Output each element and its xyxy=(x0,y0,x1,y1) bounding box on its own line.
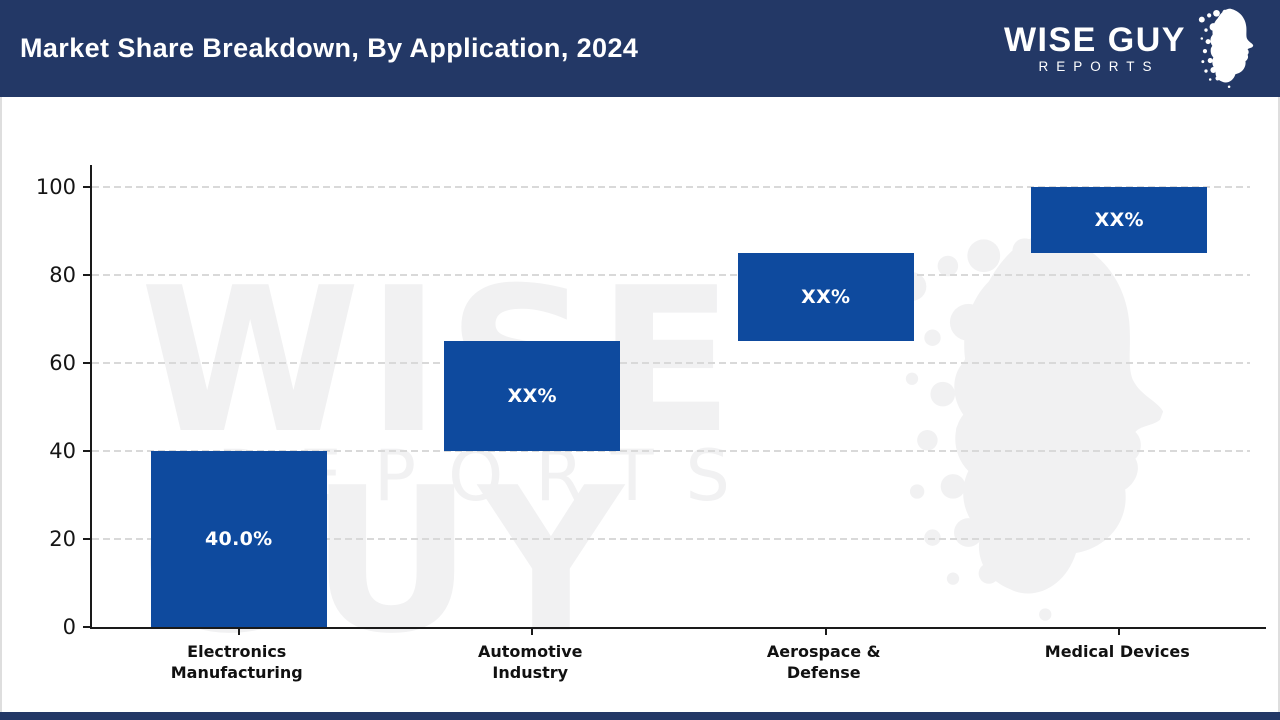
y-tick-mark-100 xyxy=(83,186,90,188)
gridline-60 xyxy=(92,362,1250,364)
brand-logo: WISE GUY REPORTS xyxy=(1004,6,1266,91)
bar-value-label: 40.0% xyxy=(205,528,273,550)
y-tick-mark-80 xyxy=(83,274,90,276)
x-tick-mark-automotive-industry xyxy=(531,627,534,635)
bar-aerospace-defense: XX% xyxy=(737,253,914,341)
bar-value-label: XX% xyxy=(507,385,557,407)
bar-electronics-manufacturing: 40.0% xyxy=(150,451,327,627)
brand-subtitle: REPORTS xyxy=(1038,59,1160,74)
gridline-20 xyxy=(92,538,1250,540)
bar-value-label: XX% xyxy=(1094,209,1144,231)
bar-automotive-industry: XX% xyxy=(444,341,621,451)
brand-name: WISE GUY xyxy=(1003,21,1186,59)
y-tick-mark-20 xyxy=(83,538,90,540)
footer-bar xyxy=(0,712,1280,720)
y-tick-label-100: 100 xyxy=(35,175,76,199)
plot-scale: 0 20 40 60 80 100 40.0% XX% XX% XX% xyxy=(36,175,1266,639)
x-category-label-medical-devices: Medical Devices xyxy=(1044,642,1190,661)
brand-face-icon xyxy=(1198,8,1254,88)
x-tick-mark-aerospace-defense xyxy=(824,627,827,635)
y-tick-label-80: 80 xyxy=(49,263,76,287)
y-tick-label-0: 0 xyxy=(62,615,76,639)
gridline-40 xyxy=(92,450,1250,452)
x-category-label-electronics-manufacturing: Electronics Manufacturing xyxy=(170,642,303,682)
x-category-label-automotive-industry: Automotive Industry xyxy=(478,642,583,682)
x-tick-mark-medical-devices xyxy=(1118,627,1121,635)
y-tick-mark-60 xyxy=(83,362,90,364)
bar-value-label: XX% xyxy=(801,286,851,308)
y-tick-mark-40 xyxy=(83,450,90,452)
x-axis-labels: Electronics Manufacturing Automotive Indu… xyxy=(90,641,1264,701)
page-title: Market Share Breakdown, By Application, … xyxy=(20,33,639,63)
brand-wordmark: WISE GUY REPORTS xyxy=(1004,22,1186,75)
chart-canvas: WISE GUY REPORTS 0 20 40 60 80 100 40.0% XX% XX%… xyxy=(0,97,1280,712)
x-category-label-aerospace-defense: Aerospace & Defense xyxy=(766,642,881,682)
bar-medical-devices: XX% xyxy=(1031,187,1208,253)
y-tick-label-40: 40 xyxy=(49,439,76,463)
gridline-80 xyxy=(92,274,1250,276)
y-tick-mark-0 xyxy=(83,626,90,628)
y-tick-label-60: 60 xyxy=(49,351,76,375)
gridline-100 xyxy=(92,186,1250,188)
plot-area: 0 20 40 60 80 100 40.0% XX% XX% XX% xyxy=(36,165,1266,639)
y-tick-label-20: 20 xyxy=(49,527,76,551)
x-tick-mark-electronics-manufacturing xyxy=(237,627,240,635)
header-bar: Market Share Breakdown, By Application, … xyxy=(0,0,1280,97)
